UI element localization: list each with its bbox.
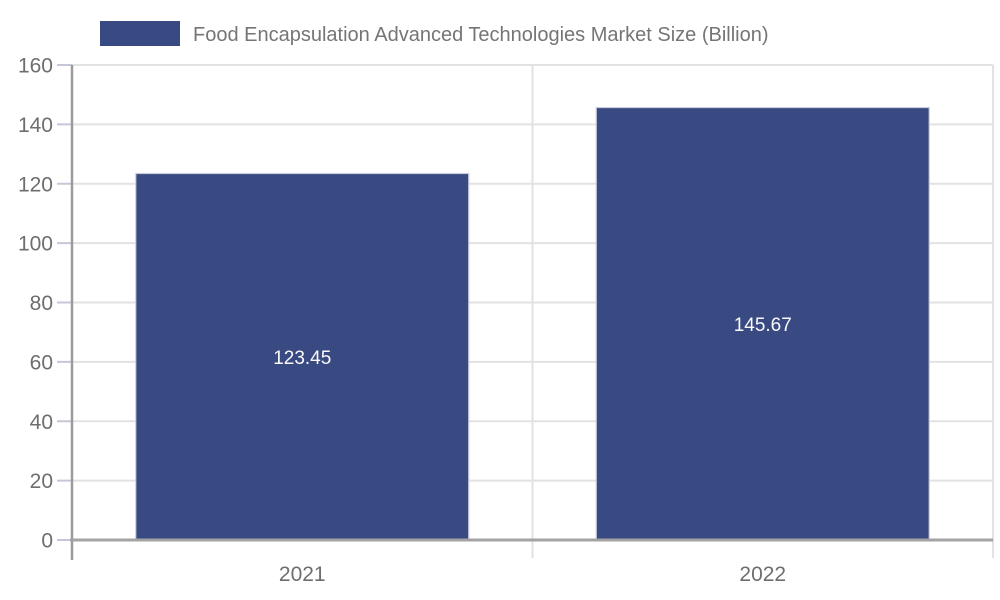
legend-label: Food Encapsulation Advanced Technologies… (193, 24, 769, 46)
legend-swatch (100, 21, 180, 46)
y-tick-label: 40 (30, 411, 53, 434)
x-tick-label: 2022 (739, 563, 786, 586)
bar-2022 (595, 106, 930, 541)
y-tick-label: 80 (30, 292, 53, 315)
y-tick-label: 0 (41, 530, 53, 553)
bar-2021 (135, 172, 470, 541)
y-tick-label: 120 (18, 173, 53, 196)
x-tick-label: 2021 (279, 563, 326, 586)
bar-value-label: 123.45 (273, 348, 331, 369)
bar-value-label: 145.67 (734, 315, 792, 336)
y-tick-label: 160 (18, 55, 53, 78)
y-tick-label: 20 (30, 470, 53, 493)
y-tick-label: 140 (18, 114, 53, 137)
y-tick-label: 60 (30, 351, 53, 374)
y-tick-label: 100 (18, 233, 53, 256)
